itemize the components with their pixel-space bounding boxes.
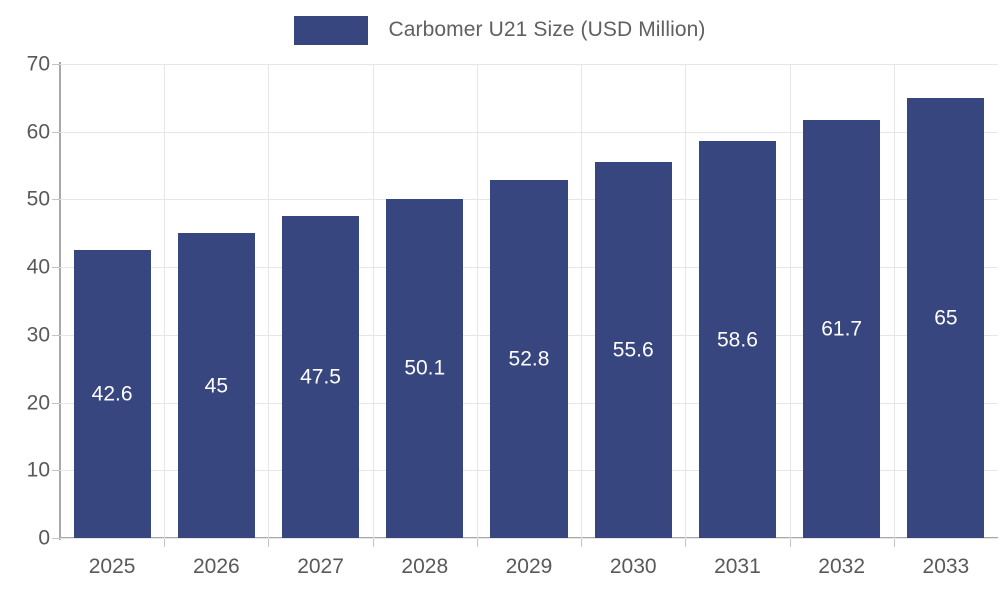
x-axis-tick-label-2033: 2033 xyxy=(922,555,970,578)
y-axis-tick-mark xyxy=(52,199,60,201)
gridline-horizontal xyxy=(60,131,998,133)
y-axis-tick-label: 50 xyxy=(26,187,50,211)
gridline-vertical xyxy=(372,64,374,538)
x-axis-tick-label-2027: 2027 xyxy=(297,555,344,578)
legend-swatch-carbomer-u21 xyxy=(294,15,369,45)
x-axis-tick-label-2026: 2026 xyxy=(192,555,240,578)
y-axis-tick-label: 60 xyxy=(26,120,50,144)
gridline-horizontal xyxy=(60,538,998,539)
x-axis-tick-label-2029: 2029 xyxy=(505,555,553,578)
x-axis-tick-label-2031: 2031 xyxy=(714,555,761,578)
legend-label-carbomer-u21: Carbomer U21 Size (USD Million) xyxy=(388,18,706,41)
bar-2029[interactable] xyxy=(490,180,568,538)
y-axis-tick-mark xyxy=(52,64,60,65)
bar-2033[interactable] xyxy=(907,97,985,538)
gridline-vertical xyxy=(476,64,478,538)
bar-2027[interactable] xyxy=(281,216,360,538)
bar-2026[interactable] xyxy=(177,233,255,538)
gridline-vertical xyxy=(685,64,687,538)
y-axis-tick-mark xyxy=(52,538,60,539)
bar-2032[interactable] xyxy=(803,120,881,538)
bar-2028[interactable] xyxy=(386,198,464,538)
gridline-vertical xyxy=(789,64,791,538)
y-axis-labels: 0 10 20 30 40 50 60 70 xyxy=(0,0,50,600)
plot-area: 42.6 45 47.5 50.1 52.8 55.6 58.6 61.7 65 xyxy=(60,64,998,539)
y-axis-tick-label: 70 xyxy=(26,52,50,76)
bar-2031[interactable] xyxy=(698,141,776,538)
x-axis-tick-mark xyxy=(893,539,895,547)
x-axis-tick-label-2030: 2030 xyxy=(609,555,657,578)
x-axis-tick-mark xyxy=(164,539,166,547)
x-axis-tick-label-2032: 2032 xyxy=(818,555,866,578)
y-axis-tick-mark xyxy=(52,131,60,133)
gridline-horizontal xyxy=(60,64,998,65)
y-axis-tick-mark xyxy=(52,470,60,472)
x-axis-tick-mark xyxy=(476,539,478,547)
x-axis-tick-mark xyxy=(789,539,791,547)
x-axis-tick-mark xyxy=(372,539,374,547)
x-axis-tick-label-2028: 2028 xyxy=(401,555,449,578)
gridline-vertical xyxy=(268,64,270,538)
gridline-vertical xyxy=(893,64,895,538)
y-axis-tick-label: 0 xyxy=(38,526,50,550)
y-axis-tick-mark xyxy=(52,402,60,404)
y-axis-tick-mark xyxy=(52,334,60,336)
y-axis-tick-label: 10 xyxy=(26,458,50,482)
chart-legend: Carbomer U21 Size (USD Million) xyxy=(0,10,1000,50)
y-axis-tick-mark xyxy=(52,267,60,269)
y-axis-tick-label: 40 xyxy=(26,255,50,279)
x-axis-tick-mark xyxy=(268,539,270,547)
y-axis-line xyxy=(59,62,61,540)
x-axis-tick-mark xyxy=(685,539,687,547)
x-axis-tick-mark xyxy=(581,539,583,547)
gridline-vertical xyxy=(164,64,166,538)
y-axis-tick-label: 30 xyxy=(26,323,50,347)
gridline-vertical xyxy=(581,64,583,538)
bar-2030[interactable] xyxy=(594,161,672,538)
bar-2025[interactable] xyxy=(73,249,151,538)
x-axis-tick-label-2025: 2025 xyxy=(88,555,136,578)
y-axis-tick-label: 20 xyxy=(26,391,50,415)
